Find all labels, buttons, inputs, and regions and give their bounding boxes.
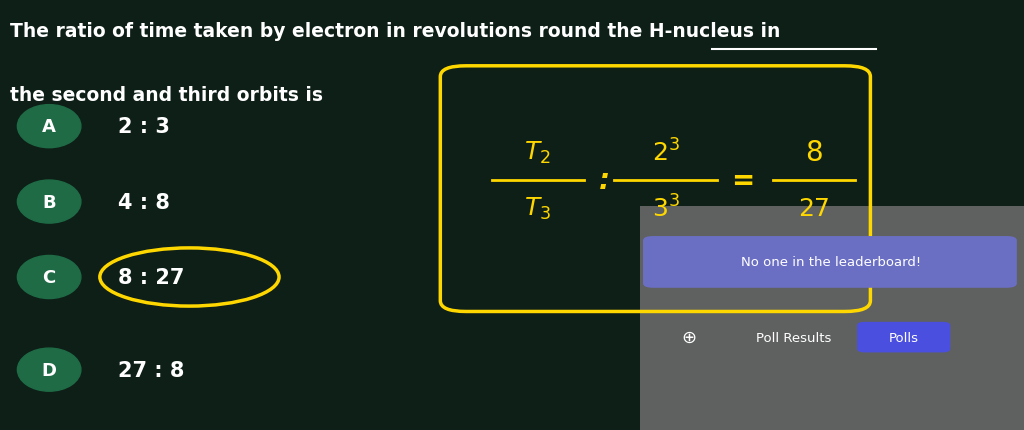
Ellipse shape	[17, 181, 81, 224]
Ellipse shape	[17, 348, 81, 391]
Text: $8$: $8$	[805, 139, 823, 166]
Text: 8 : 27: 8 : 27	[118, 267, 184, 287]
Text: The ratio of time taken by electron in revolutions round the H-nucleus in: The ratio of time taken by electron in r…	[10, 22, 780, 40]
Text: 4 : 8: 4 : 8	[118, 192, 170, 212]
FancyBboxPatch shape	[640, 206, 1024, 430]
Text: B: B	[42, 193, 56, 211]
Text: :: :	[599, 167, 609, 194]
Ellipse shape	[17, 105, 81, 148]
Text: 2 : 3: 2 : 3	[118, 117, 170, 137]
Text: $27$: $27$	[799, 197, 829, 221]
Text: =: =	[731, 167, 754, 194]
Ellipse shape	[17, 256, 81, 299]
FancyBboxPatch shape	[643, 237, 1017, 288]
Text: C: C	[43, 268, 55, 286]
Text: $2^3$: $2^3$	[651, 139, 680, 166]
Text: the second and third orbits is: the second and third orbits is	[10, 86, 324, 105]
Text: D: D	[42, 361, 56, 379]
Text: $T_3$: $T_3$	[524, 196, 551, 221]
Text: $T_2$: $T_2$	[524, 140, 551, 166]
Text: Poll Results: Poll Results	[756, 331, 831, 344]
Text: ⊕: ⊕	[682, 329, 696, 347]
FancyBboxPatch shape	[857, 322, 950, 353]
Text: A: A	[42, 118, 56, 136]
Text: Polls: Polls	[889, 331, 919, 344]
Text: $3^3$: $3^3$	[651, 195, 680, 222]
Text: 27 : 8: 27 : 8	[118, 360, 184, 380]
Text: No one in the leaderboard!: No one in the leaderboard!	[741, 256, 922, 269]
